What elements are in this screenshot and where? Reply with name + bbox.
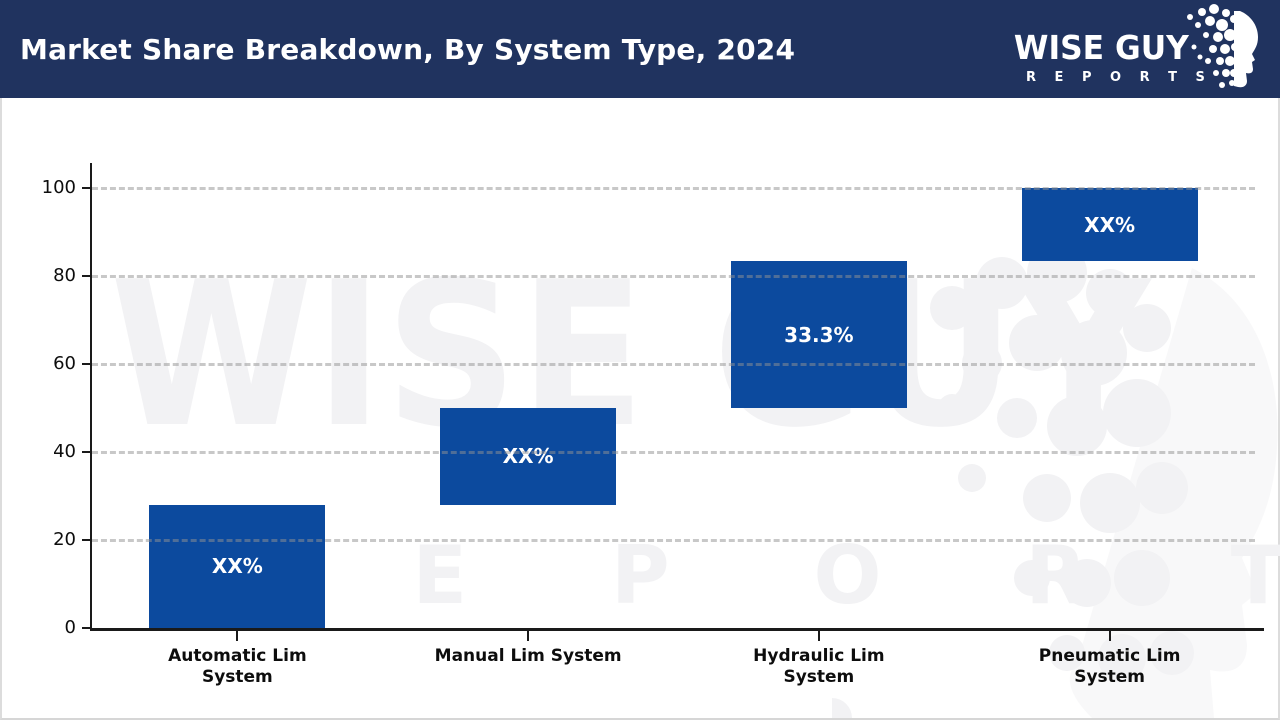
x-tick	[527, 631, 530, 641]
x-tick	[236, 631, 239, 641]
y-tick	[82, 539, 91, 541]
x-category-label: Manual Lim System	[434, 646, 622, 666]
face-profile-shape	[1234, 11, 1258, 88]
logo-graphic: WISE GUY R E P O R T S	[1014, 4, 1258, 88]
y-tick	[82, 275, 91, 277]
gridline	[92, 539, 1255, 542]
gridline	[92, 187, 1255, 190]
y-tick-label: 0	[64, 617, 76, 638]
x-category-label: Hydraulic Lim System	[753, 646, 885, 688]
x-category-label: Automatic Lim System	[168, 646, 307, 688]
y-tick	[82, 627, 91, 629]
header-bar: Market Share Breakdown, By System Type, …	[0, 0, 1280, 98]
wise-guy-reports-logo: WISE GUY R E P O R T S	[1012, 3, 1262, 95]
dotted-head-icon	[1187, 4, 1258, 88]
watermark-wordmark: WISE GUY	[110, 239, 1153, 472]
y-tick-label: 80	[53, 265, 76, 286]
bar-value-label: 33.3%	[784, 322, 854, 347]
logo-wordmark: WISE GUY	[1014, 28, 1190, 67]
x-tick	[817, 631, 820, 641]
y-tick	[82, 363, 91, 365]
bar	[149, 504, 326, 628]
chart-title: Market Share Breakdown, By System Type, …	[20, 32, 796, 66]
x-category-label: Pneumatic Lim System	[1038, 646, 1181, 688]
y-tick-label: 40	[53, 441, 76, 462]
y-tick	[82, 451, 91, 453]
y-axis-spine	[90, 163, 92, 631]
bar-value-label: XX%	[502, 444, 554, 469]
y-tick-label: 20	[53, 529, 76, 550]
gridline	[92, 363, 1255, 366]
watermark-subtext: R E P O R T S	[207, 529, 1280, 622]
gridline	[92, 451, 1255, 454]
y-tick-label: 60	[53, 353, 76, 374]
bar	[730, 261, 907, 408]
chart-area: WISE GUY R E P O R T S XX% XX% 33.3% XX% 0 20…	[0, 98, 1280, 720]
logo-subtext: R E P O R T S	[1026, 70, 1212, 85]
y-tick	[82, 187, 91, 189]
bar	[440, 408, 617, 505]
x-axis-spine	[90, 628, 1264, 631]
bar-value-label: XX%	[1084, 212, 1136, 237]
x-tick	[1108, 631, 1111, 641]
y-tick-label: 100	[41, 177, 76, 198]
gridline	[92, 275, 1255, 278]
bar-value-label: XX%	[211, 554, 263, 579]
